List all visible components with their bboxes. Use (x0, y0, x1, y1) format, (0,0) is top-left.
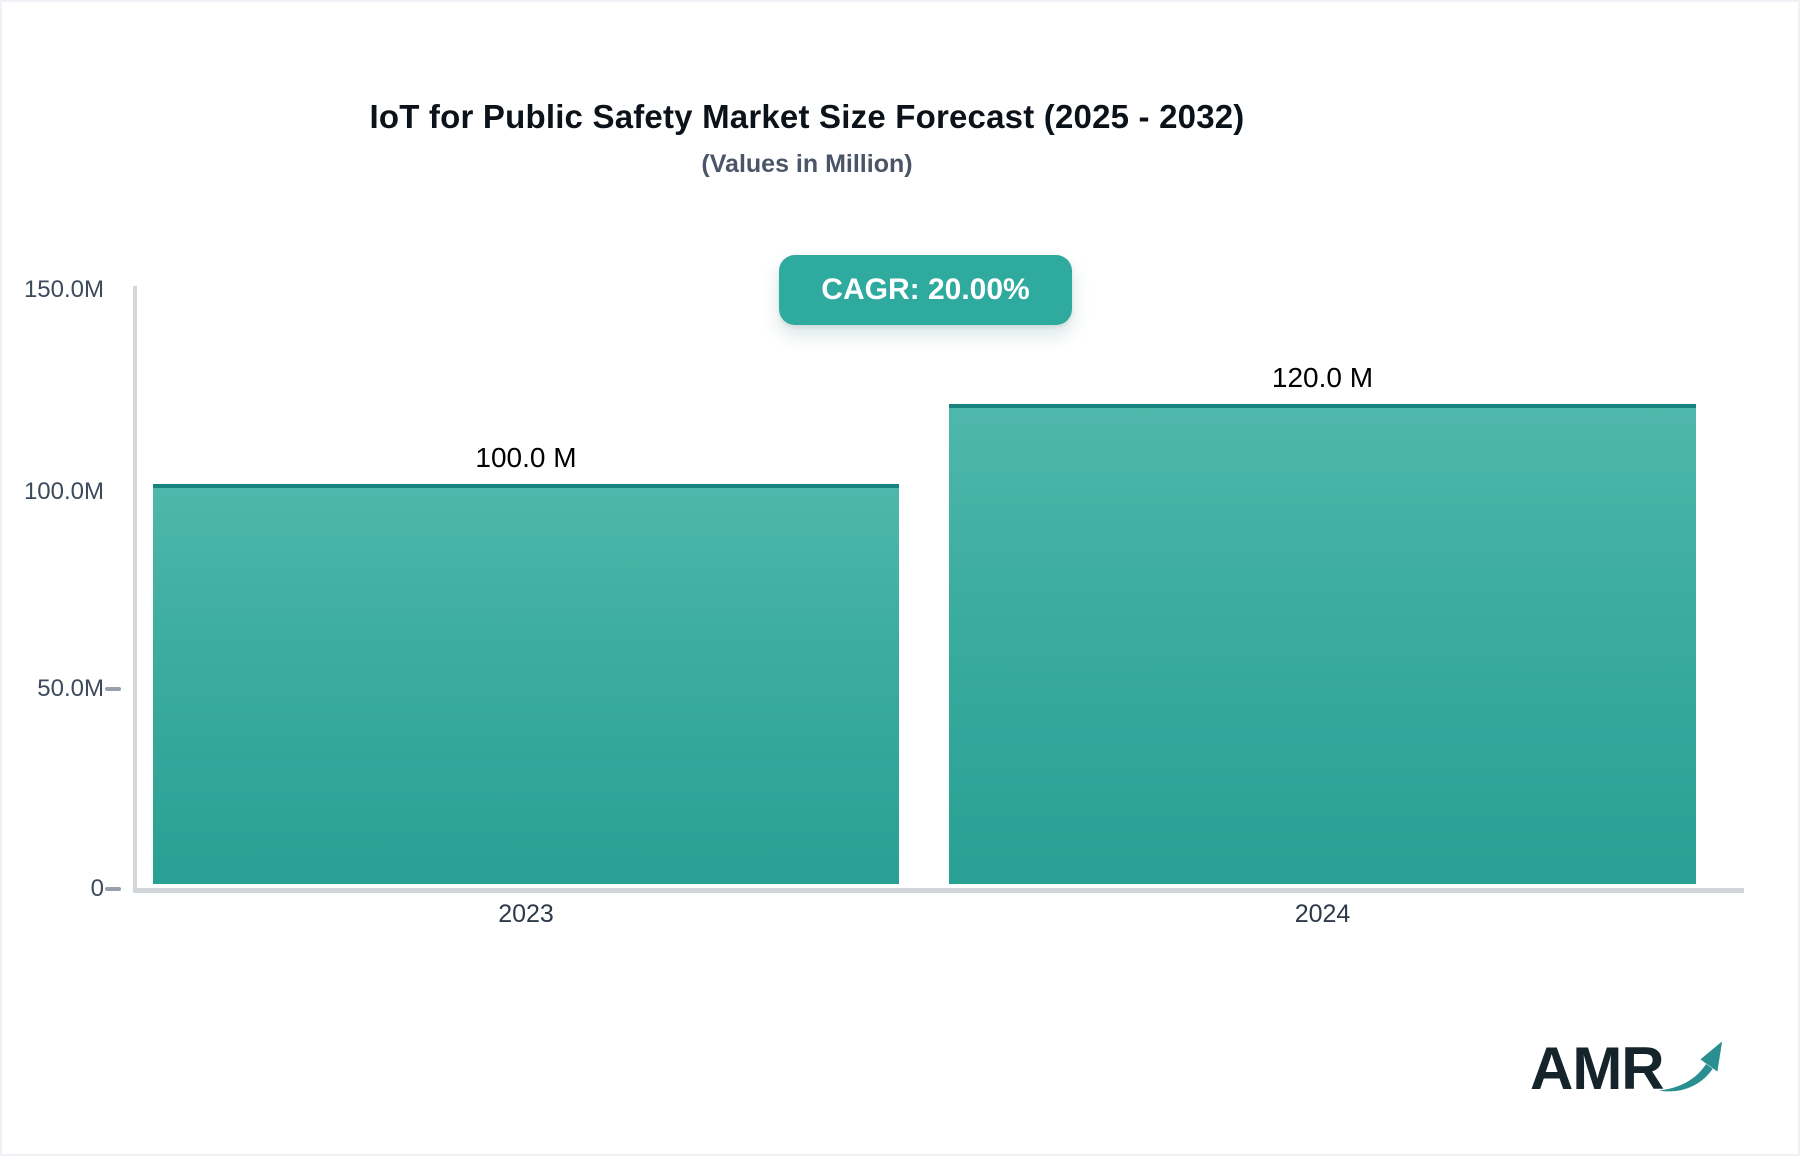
y-axis-tick-label-150: 150.0M (23, 276, 104, 303)
bar-value-label-2023: 100.0 M (475, 442, 577, 473)
chart-title: IoT for Public Safety Market Size Foreca… (369, 98, 1245, 135)
bar-2024 (949, 404, 1696, 884)
bar-value-label-2024: 120.0 M (1271, 362, 1374, 393)
x-axis-label-2023: 2023 (498, 900, 554, 928)
chart-subtitle: (Values in Million) (701, 150, 913, 178)
y-axis-tick-label-0: 0 (90, 875, 104, 902)
y-axis-tick-mark-0 (105, 887, 121, 891)
bar-group-2024: 120.0 M (949, 362, 1696, 884)
y-axis-tick-mark-50 (105, 687, 121, 691)
cagr-badge: CAGR: 20.00% (779, 255, 1072, 325)
bar-2023 (153, 484, 899, 884)
bar-group-2023: 100.0 M (153, 442, 899, 884)
amr-logo-text: AMR (1530, 1035, 1665, 1102)
y-axis-line (133, 286, 137, 892)
y-axis-tick-label-50: 50.0M (37, 675, 104, 702)
growth-arrow-icon (1658, 1036, 1724, 1099)
y-axis-tick-label-100: 100.0M (23, 478, 104, 505)
x-axis-label-2024: 2024 (1294, 900, 1351, 928)
amr-logo: AMR (1530, 1036, 1724, 1101)
x-axis-line (133, 888, 1744, 893)
